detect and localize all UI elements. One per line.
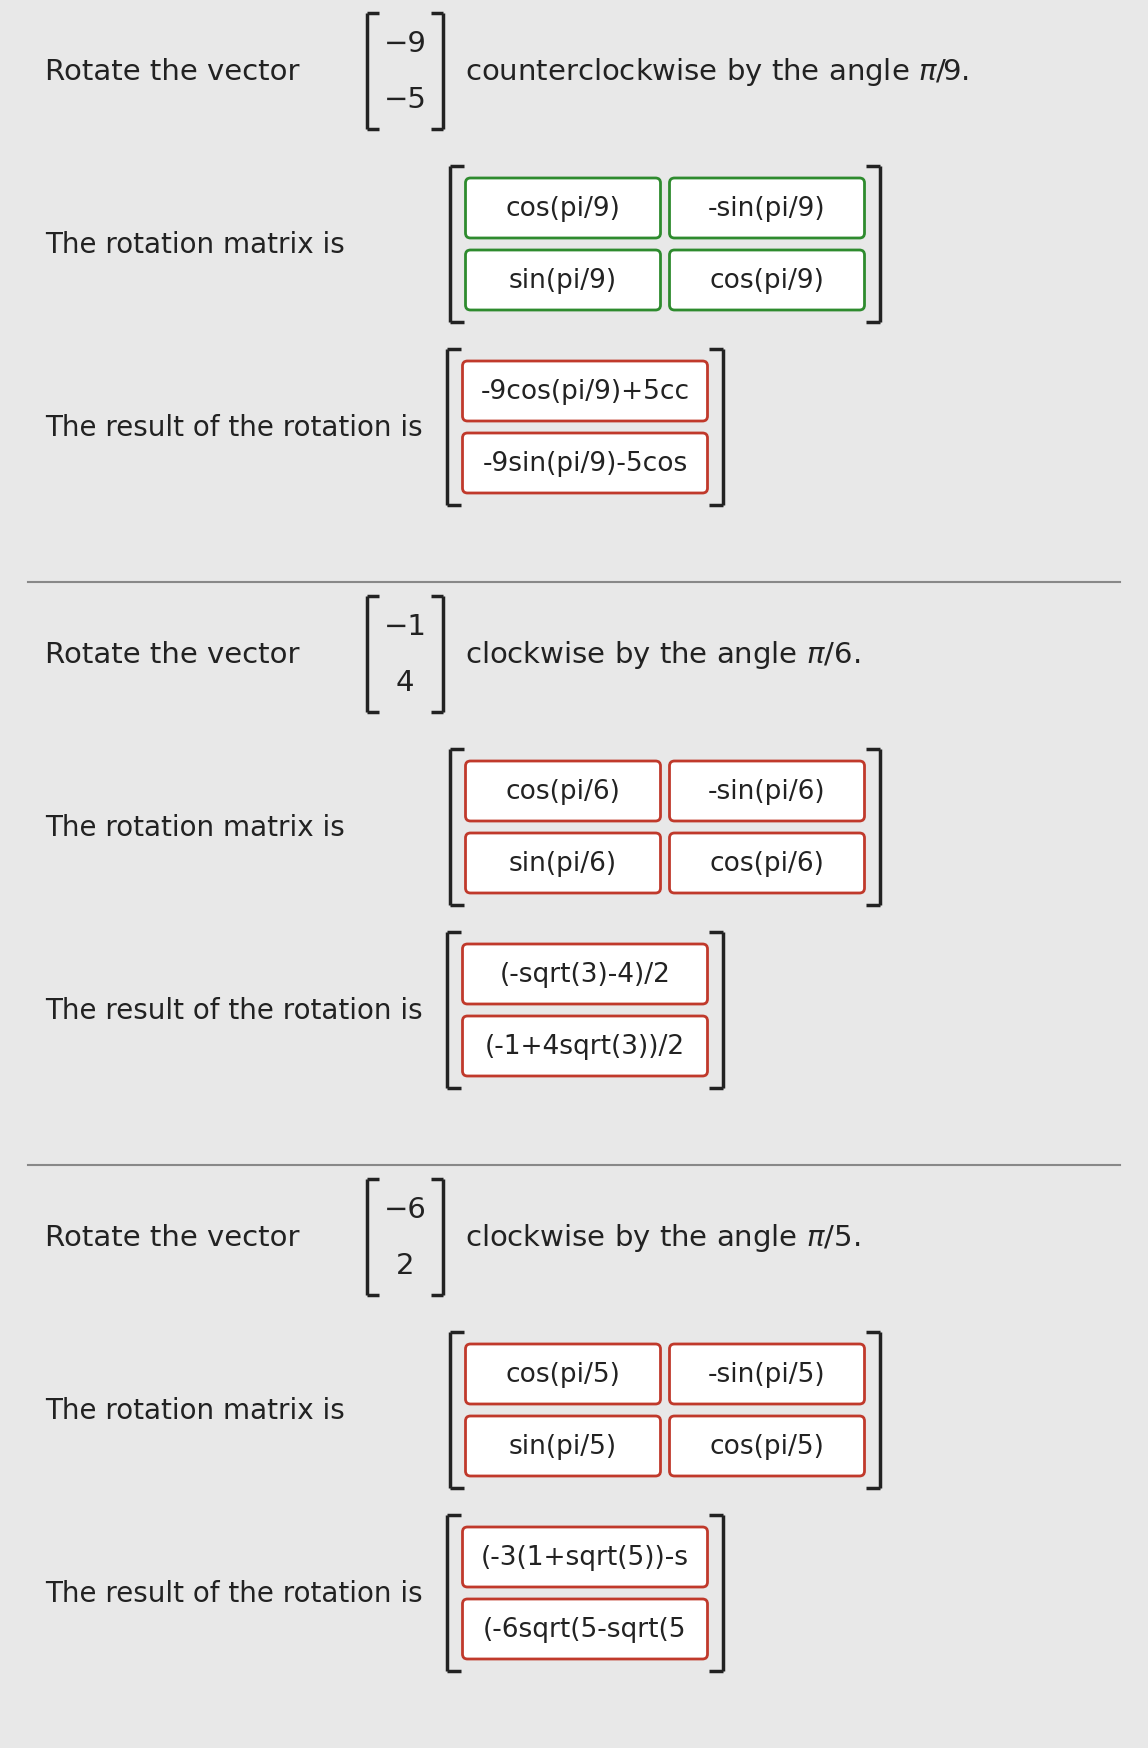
Text: counterclockwise by the angle $\pi/9$.: counterclockwise by the angle $\pi/9$.: [465, 56, 969, 87]
Text: The rotation matrix is: The rotation matrix is: [45, 813, 344, 841]
Text: The result of the rotation is: The result of the rotation is: [45, 996, 422, 1024]
FancyBboxPatch shape: [669, 252, 864, 311]
Text: -sin(pi/6): -sin(pi/6): [708, 778, 825, 804]
FancyBboxPatch shape: [463, 362, 707, 421]
Text: clockwise by the angle $\pi/6$.: clockwise by the angle $\pi/6$.: [465, 638, 860, 671]
Text: sin(pi/5): sin(pi/5): [509, 1433, 618, 1460]
Text: clockwise by the angle $\pi/5$.: clockwise by the angle $\pi/5$.: [465, 1222, 860, 1253]
Text: cos(pi/9): cos(pi/9): [709, 267, 824, 294]
Text: −6: −6: [383, 1196, 426, 1224]
Text: cos(pi/5): cos(pi/5): [709, 1433, 824, 1460]
Text: 4: 4: [396, 669, 414, 697]
FancyBboxPatch shape: [463, 1016, 707, 1077]
Text: -sin(pi/5): -sin(pi/5): [708, 1362, 825, 1388]
Text: sin(pi/6): sin(pi/6): [509, 851, 618, 876]
FancyBboxPatch shape: [669, 1344, 864, 1404]
FancyBboxPatch shape: [465, 1416, 660, 1475]
Text: (-sqrt(3)-4)/2: (-sqrt(3)-4)/2: [499, 961, 670, 988]
FancyBboxPatch shape: [465, 252, 660, 311]
Text: −9: −9: [383, 30, 426, 58]
FancyBboxPatch shape: [465, 834, 660, 893]
FancyBboxPatch shape: [669, 762, 864, 822]
Text: The result of the rotation is: The result of the rotation is: [45, 414, 422, 442]
Text: (-6sqrt(5-sqrt(5: (-6sqrt(5-sqrt(5: [483, 1617, 687, 1641]
Text: -sin(pi/9): -sin(pi/9): [708, 196, 825, 222]
Text: Rotate the vector: Rotate the vector: [45, 1224, 300, 1252]
Text: cos(pi/9): cos(pi/9): [505, 196, 620, 222]
FancyBboxPatch shape: [463, 1599, 707, 1659]
FancyBboxPatch shape: [669, 834, 864, 893]
Text: 2: 2: [396, 1252, 414, 1280]
Text: cos(pi/6): cos(pi/6): [505, 778, 620, 804]
Text: −1: −1: [383, 612, 427, 640]
Text: The rotation matrix is: The rotation matrix is: [45, 1397, 344, 1425]
Text: Rotate the vector: Rotate the vector: [45, 58, 300, 86]
Text: −5: −5: [383, 86, 426, 114]
Text: cos(pi/6): cos(pi/6): [709, 851, 824, 876]
FancyBboxPatch shape: [463, 944, 707, 1005]
Text: The result of the rotation is: The result of the rotation is: [45, 1578, 422, 1606]
FancyBboxPatch shape: [465, 178, 660, 239]
FancyBboxPatch shape: [463, 1528, 707, 1587]
Text: sin(pi/9): sin(pi/9): [509, 267, 618, 294]
Text: Rotate the vector: Rotate the vector: [45, 640, 300, 669]
FancyBboxPatch shape: [669, 178, 864, 239]
Text: The rotation matrix is: The rotation matrix is: [45, 231, 344, 259]
Text: -9cos(pi/9)+5cc: -9cos(pi/9)+5cc: [480, 379, 690, 406]
FancyBboxPatch shape: [465, 1344, 660, 1404]
FancyBboxPatch shape: [465, 762, 660, 822]
Text: (-1+4sqrt(3))/2: (-1+4sqrt(3))/2: [484, 1033, 685, 1059]
Text: (-3(1+sqrt(5))-s: (-3(1+sqrt(5))-s: [481, 1543, 689, 1570]
Text: cos(pi/5): cos(pi/5): [505, 1362, 620, 1388]
FancyBboxPatch shape: [669, 1416, 864, 1475]
FancyBboxPatch shape: [463, 434, 707, 493]
Text: -9sin(pi/9)-5cos: -9sin(pi/9)-5cos: [482, 451, 688, 477]
